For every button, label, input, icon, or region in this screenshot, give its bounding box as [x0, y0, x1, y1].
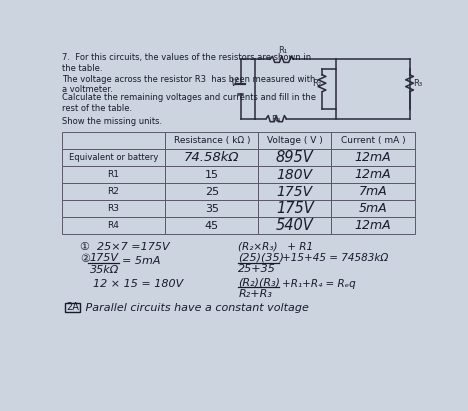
Text: +R₁+R₄ = Rₑq: +R₁+R₄ = Rₑq [282, 279, 356, 289]
Bar [331, 150, 415, 166]
Text: 12mA: 12mA [355, 219, 391, 232]
Bar [331, 166, 415, 183]
Text: Resistance ( kΩ ): Resistance ( kΩ ) [174, 136, 250, 145]
Bar [62, 132, 166, 150]
Text: 175V: 175V [277, 185, 313, 199]
Bar [258, 183, 331, 200]
Bar [166, 183, 258, 200]
Bar [258, 200, 331, 217]
Bar [331, 217, 415, 234]
Text: R4: R4 [108, 221, 119, 230]
Bar [166, 200, 258, 217]
Text: R₂: R₂ [312, 79, 321, 88]
Text: R₂+R₃: R₂+R₃ [238, 289, 272, 299]
Text: R2: R2 [108, 187, 119, 196]
Bar [331, 200, 415, 217]
Bar [258, 217, 331, 234]
Text: 895V: 895V [276, 150, 314, 165]
Text: 12mA: 12mA [355, 169, 391, 181]
Text: 540V: 540V [276, 218, 314, 233]
Bar [258, 132, 331, 150]
Text: 35: 35 [205, 204, 219, 214]
Text: 7.  For this circuits, the values of the resistors are shown in
the table.: 7. For this circuits, the values of the … [62, 53, 312, 73]
Text: 5mA: 5mA [359, 202, 388, 215]
Text: Show the missing units.: Show the missing units. [62, 117, 162, 126]
Text: 180V: 180V [277, 168, 313, 182]
Text: 74.58kΩ: 74.58kΩ [184, 151, 240, 164]
Text: V: V [230, 78, 236, 88]
Text: The voltage across the resistor R3  has been measured with
a voltmeter.: The voltage across the resistor R3 has b… [62, 75, 316, 94]
Text: R3: R3 [108, 204, 119, 213]
Text: R₄: R₄ [271, 115, 281, 124]
Bar [62, 217, 166, 234]
Text: = 5mA: = 5mA [122, 256, 161, 266]
Text: 15: 15 [205, 170, 219, 180]
Text: R1: R1 [108, 170, 119, 179]
Bar [62, 183, 166, 200]
Text: (R₂)(R₃): (R₂)(R₃) [238, 277, 280, 287]
Text: Parallel circuits have a constant voltage: Parallel circuits have a constant voltag… [82, 303, 308, 314]
Bar [166, 132, 258, 150]
Bar [62, 150, 166, 166]
Text: 175V: 175V [89, 253, 118, 263]
Text: +15+45 = 74583kΩ: +15+45 = 74583kΩ [282, 253, 388, 263]
Text: 175V: 175V [276, 201, 314, 216]
Text: R₁: R₁ [278, 46, 287, 55]
Text: 7mA: 7mA [359, 185, 388, 198]
Bar [166, 166, 258, 183]
Bar [166, 150, 258, 166]
Bar [166, 217, 258, 234]
Text: 25: 25 [205, 187, 219, 197]
Bar [258, 150, 331, 166]
Text: ②: ② [80, 254, 90, 264]
Text: 2A: 2A [66, 302, 79, 312]
Text: (R₂×R₃)   + R1: (R₂×R₃) + R1 [238, 242, 314, 252]
Text: R₃: R₃ [413, 79, 422, 88]
Bar [331, 132, 415, 150]
Bar [258, 166, 331, 183]
Text: Calculate the remaining voltages and currents and fill in the
rest of the table.: Calculate the remaining voltages and cur… [62, 93, 316, 113]
Text: 45: 45 [205, 221, 219, 231]
Bar [62, 200, 166, 217]
Text: Equivalent or battery: Equivalent or battery [69, 153, 158, 162]
Text: 35kΩ: 35kΩ [89, 265, 119, 275]
Text: Voltage ( V ): Voltage ( V ) [267, 136, 323, 145]
Bar [62, 166, 166, 183]
Text: (25)(35): (25)(35) [238, 253, 284, 263]
Text: 25+35: 25+35 [238, 264, 276, 274]
Text: 12 × 15 = 180V: 12 × 15 = 180V [93, 279, 183, 289]
Text: 12mA: 12mA [355, 151, 391, 164]
Text: ①  25×7 =175V: ① 25×7 =175V [80, 242, 170, 252]
Text: Current ( mA ): Current ( mA ) [341, 136, 405, 145]
Bar [331, 183, 415, 200]
